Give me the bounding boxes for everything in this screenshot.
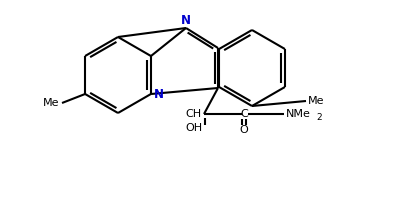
Text: Me: Me: [308, 96, 324, 106]
Text: C: C: [240, 109, 248, 119]
Text: N: N: [154, 88, 164, 101]
Text: OH: OH: [185, 123, 202, 133]
Text: CH: CH: [186, 109, 202, 119]
Text: N: N: [181, 14, 191, 27]
Text: O: O: [240, 125, 249, 135]
Text: 2: 2: [316, 112, 322, 121]
Text: Me: Me: [42, 98, 59, 108]
Text: NMe: NMe: [286, 109, 311, 119]
